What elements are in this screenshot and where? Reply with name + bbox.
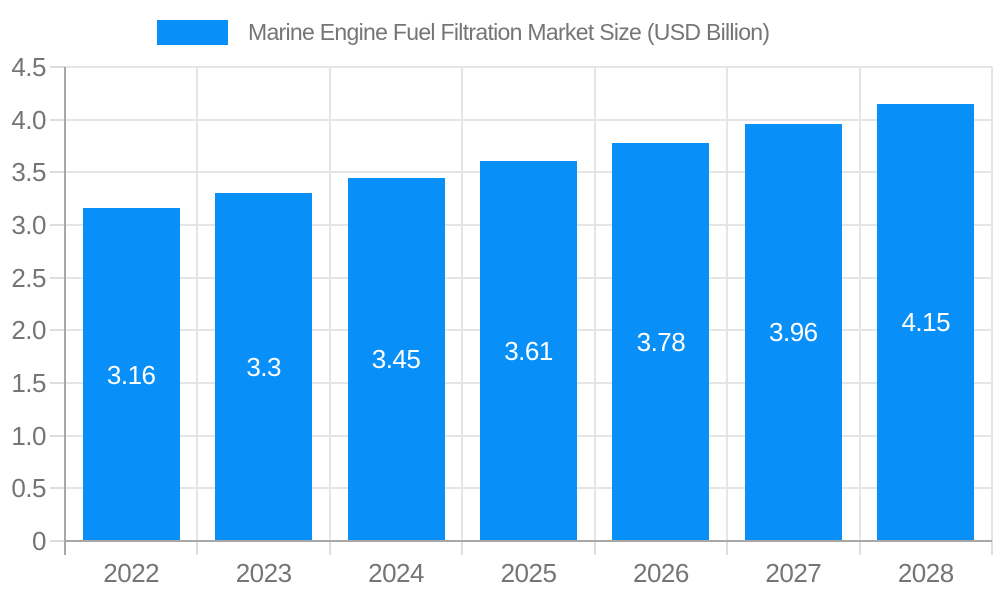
y-axis-label: 3.0 (11, 210, 46, 240)
bar[interactable] (215, 193, 313, 540)
x-gridline (858, 67, 861, 541)
x-axis-label: 2024 (368, 558, 424, 588)
x-axis-line (64, 540, 992, 542)
x-axis-tick (328, 541, 331, 555)
x-axis-label: 2028 (897, 558, 954, 588)
x-gridline (991, 67, 993, 541)
y-axis-tick (50, 171, 65, 174)
y-axis-tick (50, 540, 65, 542)
bar-value-label: 3.78 (636, 326, 686, 357)
y-axis-line (64, 67, 66, 541)
y-axis-label: 0 (32, 526, 46, 556)
y-gridline (65, 118, 992, 121)
x-gridline (328, 67, 331, 541)
x-axis-tick (991, 541, 993, 555)
bar[interactable] (480, 160, 577, 540)
bar[interactable] (877, 103, 975, 540)
y-axis-label: 2.5 (11, 262, 46, 293)
y-axis-label: 4.0 (11, 104, 46, 135)
y-axis-tick (50, 329, 65, 332)
y-axis-tick (50, 382, 65, 384)
x-axis-label: 2026 (632, 558, 689, 588)
y-axis-tick (50, 276, 65, 279)
x-axis-label: 2025 (500, 558, 557, 588)
x-axis-tick (593, 541, 596, 555)
y-axis-label: 1.5 (11, 368, 46, 398)
y-axis-label: 0.5 (11, 473, 46, 504)
x-axis-tick (196, 541, 199, 555)
y-axis-tick (50, 487, 65, 490)
x-gridline (726, 67, 729, 541)
legend-label: Marine Engine Fuel Filtration Market Siz… (248, 19, 770, 45)
bar-value-label: 3.16 (106, 359, 156, 390)
y-axis-label: 3.5 (11, 157, 46, 188)
x-axis-tick (858, 541, 861, 555)
x-axis-label: 2023 (235, 558, 292, 588)
bar-value-label: 3.61 (504, 335, 553, 366)
bar[interactable] (744, 123, 842, 540)
y-axis-tick (50, 434, 65, 437)
bar-value-label: 4.15 (901, 307, 951, 338)
bar[interactable] (347, 177, 445, 540)
y-axis-tick (50, 224, 65, 226)
x-axis-label: 2022 (103, 558, 160, 588)
y-axis-label: 4.5 (11, 52, 46, 82)
x-axis-tick (461, 541, 464, 555)
y-axis-tick (50, 66, 65, 68)
x-gridline (196, 67, 199, 541)
bar-value-label: 3.45 (371, 344, 421, 375)
bar[interactable] (82, 208, 180, 540)
x-axis-label: 2027 (765, 558, 822, 588)
y-axis-tick (50, 118, 65, 121)
bar[interactable] (612, 142, 710, 540)
x-gridline (461, 67, 464, 541)
bar-value-label: 3.96 (769, 317, 818, 348)
x-axis-tick (64, 541, 66, 555)
x-axis-tick (726, 541, 729, 555)
bar-value-label: 3.3 (246, 352, 281, 383)
x-gridline (593, 67, 596, 541)
y-gridline (65, 66, 992, 68)
y-axis-label: 2.0 (11, 315, 46, 346)
y-axis-label: 1.0 (11, 420, 46, 451)
legend-swatch (157, 20, 228, 45)
